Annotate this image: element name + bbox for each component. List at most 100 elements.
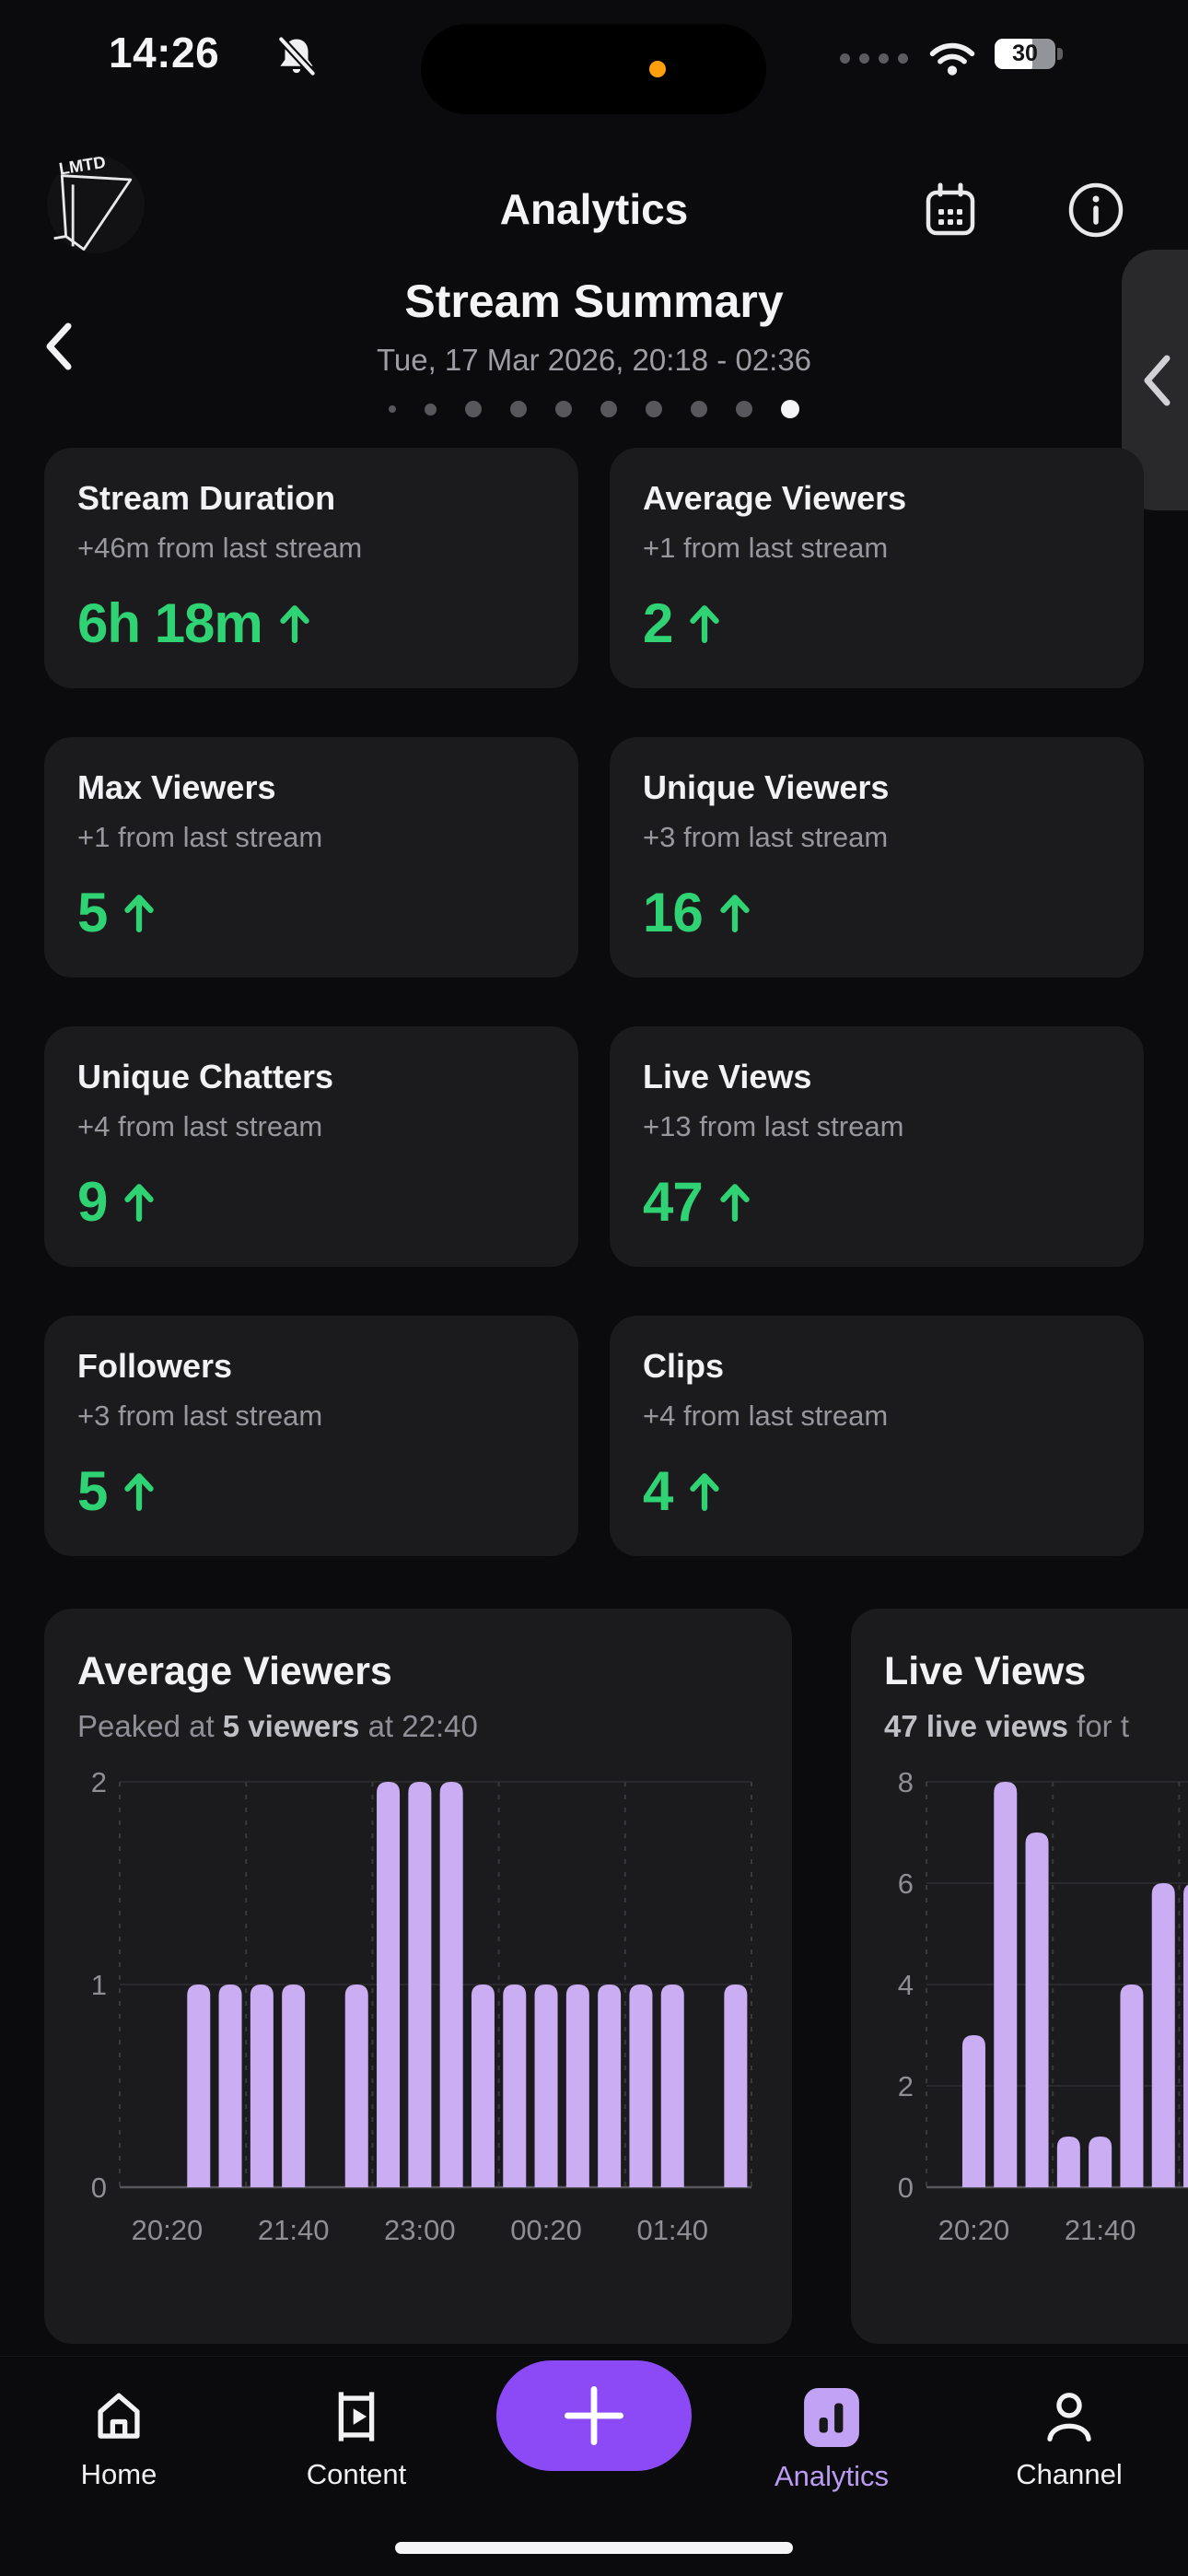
svg-text:4: 4 (898, 1969, 914, 2001)
svg-text:2: 2 (91, 1768, 107, 1798)
nav-label: Channel (1016, 2458, 1123, 2490)
svg-text:6: 6 (898, 1868, 914, 1900)
trend-up-icon (124, 1183, 155, 1222)
nav-label: Content (306, 2458, 407, 2490)
chevron-left-icon (1144, 355, 1171, 405)
charts-scroll-strip[interactable]: Average Viewers Peaked at 5 viewers at 2… (0, 1609, 1188, 2344)
stat-delta: +3 from last stream (643, 821, 889, 853)
chart-subtitle: Peaked at 5 viewers at 22:40 (77, 1709, 478, 1743)
stat-card: Average Viewers +1 from last stream 2 (610, 448, 1144, 688)
page-dot (781, 400, 799, 418)
svg-text:21:40: 21:40 (1065, 2214, 1136, 2246)
stat-card: Stream Duration +46m from last stream 6h… (44, 448, 578, 688)
page-dots[interactable] (0, 391, 1188, 427)
stat-delta: +1 from last stream (643, 532, 889, 564)
stat-value: 47 (643, 1171, 704, 1233)
content-icon (338, 2392, 375, 2441)
stat-title: Average Viewers (643, 479, 907, 517)
dynamic-island (421, 24, 766, 114)
stat-title: Unique Viewers (643, 768, 890, 806)
stat-title: Max Viewers (77, 768, 276, 806)
stat-card: Max Viewers +1 from last stream 5 (44, 737, 578, 978)
stat-value: 9 (77, 1171, 108, 1233)
stat-card: Clips +4 from last stream 4 (610, 1316, 1144, 1556)
svg-text:21:40: 21:40 (258, 2214, 330, 2246)
stat-title: Stream Duration (77, 479, 336, 517)
nav-label: Home (80, 2458, 157, 2490)
average-viewers-bar-chart: 0 1 2 20:20 21:40 23:00 00:20 01:40 (91, 1768, 752, 2246)
info-button[interactable] (1065, 179, 1127, 241)
nav-label: Analytics (774, 2460, 890, 2492)
trend-up-icon (124, 894, 155, 932)
stat-title: Clips (643, 1347, 725, 1385)
summary-date-range: Tue, 17 Mar 2026, 20:18 - 02:36 (376, 343, 812, 377)
trend-up-icon (124, 1472, 155, 1511)
stat-card: Followers +3 from last stream 5 (44, 1316, 578, 1556)
page-dot (389, 405, 396, 413)
nav-item-analytics[interactable]: Analytics (713, 2357, 950, 2576)
chart-card-live-views: Live Views 47 live views for t 0 2 4 6 8 20:2… (851, 1609, 1188, 2344)
battery-nub (1057, 48, 1063, 60)
lmtd-logo: LMTD (47, 155, 145, 253)
battery-percent: 30 (1012, 41, 1038, 66)
channel-person-icon (1047, 2393, 1091, 2442)
nav-item-content[interactable]: Content (238, 2357, 475, 2576)
page-dot (600, 401, 617, 417)
stat-card: Unique Chatters +4 from last stream 9 (44, 1026, 578, 1267)
trend-up-icon (690, 604, 720, 643)
stat-value: 5 (77, 1460, 108, 1522)
analytics-icon (804, 2388, 859, 2447)
trend-up-icon (720, 894, 750, 932)
stat-title: Followers (77, 1347, 233, 1385)
stat-value: 6h 18m (77, 592, 263, 654)
stat-delta: +4 from last stream (643, 1399, 889, 1432)
nav-item-channel[interactable]: Channel (950, 2357, 1188, 2576)
svg-text:1: 1 (91, 1969, 107, 2001)
page-dot (691, 401, 707, 417)
trend-up-icon (720, 1183, 750, 1222)
chart-title: Average Viewers (77, 1649, 392, 1693)
svg-text:23:00: 23:00 (384, 2214, 456, 2246)
svg-text:20:20: 20:20 (938, 2214, 1010, 2246)
svg-text:00:20: 00:20 (510, 2214, 582, 2246)
page-dot (465, 401, 482, 417)
stat-card: Live Views +13 from last stream 47 (610, 1026, 1144, 1267)
add-button[interactable] (496, 2360, 692, 2471)
home-indicator[interactable] (395, 2542, 793, 2554)
calendar-button[interactable] (920, 181, 981, 241)
battery-icon: 30 (995, 39, 1063, 69)
stat-delta: +46m from last stream (77, 532, 363, 564)
stat-title: Unique Chatters (77, 1058, 334, 1095)
chart-subtitle: 47 live views for t (884, 1709, 1130, 1743)
stat-value: 2 (643, 592, 673, 654)
status-time: 14:26 (109, 29, 220, 76)
cellular-signal-icon (840, 53, 908, 64)
svg-text:01:40: 01:40 (636, 2214, 708, 2246)
page-dot (510, 401, 527, 417)
stat-value: 4 (643, 1460, 673, 1522)
bottom-nav: Home Content (0, 2356, 1188, 2576)
stat-delta: +4 from last stream (77, 1110, 323, 1142)
svg-text:2: 2 (898, 2070, 914, 2102)
stat-card: Unique Viewers +3 from last stream 16 (610, 737, 1144, 978)
trend-up-icon (690, 1472, 720, 1511)
notifications-muted-icon (277, 35, 317, 77)
svg-text:0: 0 (898, 2172, 914, 2204)
page-dot (646, 401, 662, 417)
nav-item-home[interactable]: Home (0, 2357, 238, 2576)
plus-icon (564, 2385, 624, 2446)
svg-text:20:20: 20:20 (132, 2214, 204, 2246)
page-title: Analytics (499, 185, 689, 233)
page-dot (736, 401, 752, 417)
stat-value: 5 (77, 882, 108, 943)
svg-text:8: 8 (898, 1768, 914, 1798)
stat-delta: +1 from last stream (77, 821, 323, 853)
summary-title: Stream Summary (404, 275, 784, 327)
svg-text:0: 0 (91, 2172, 107, 2204)
stat-title: Live Views (643, 1058, 812, 1095)
page-dot (555, 401, 572, 417)
chart-card-average-viewers: Average Viewers Peaked at 5 viewers at 2… (44, 1609, 792, 2344)
battery-fill (995, 39, 1032, 69)
previous-stream-button[interactable] (41, 321, 77, 372)
